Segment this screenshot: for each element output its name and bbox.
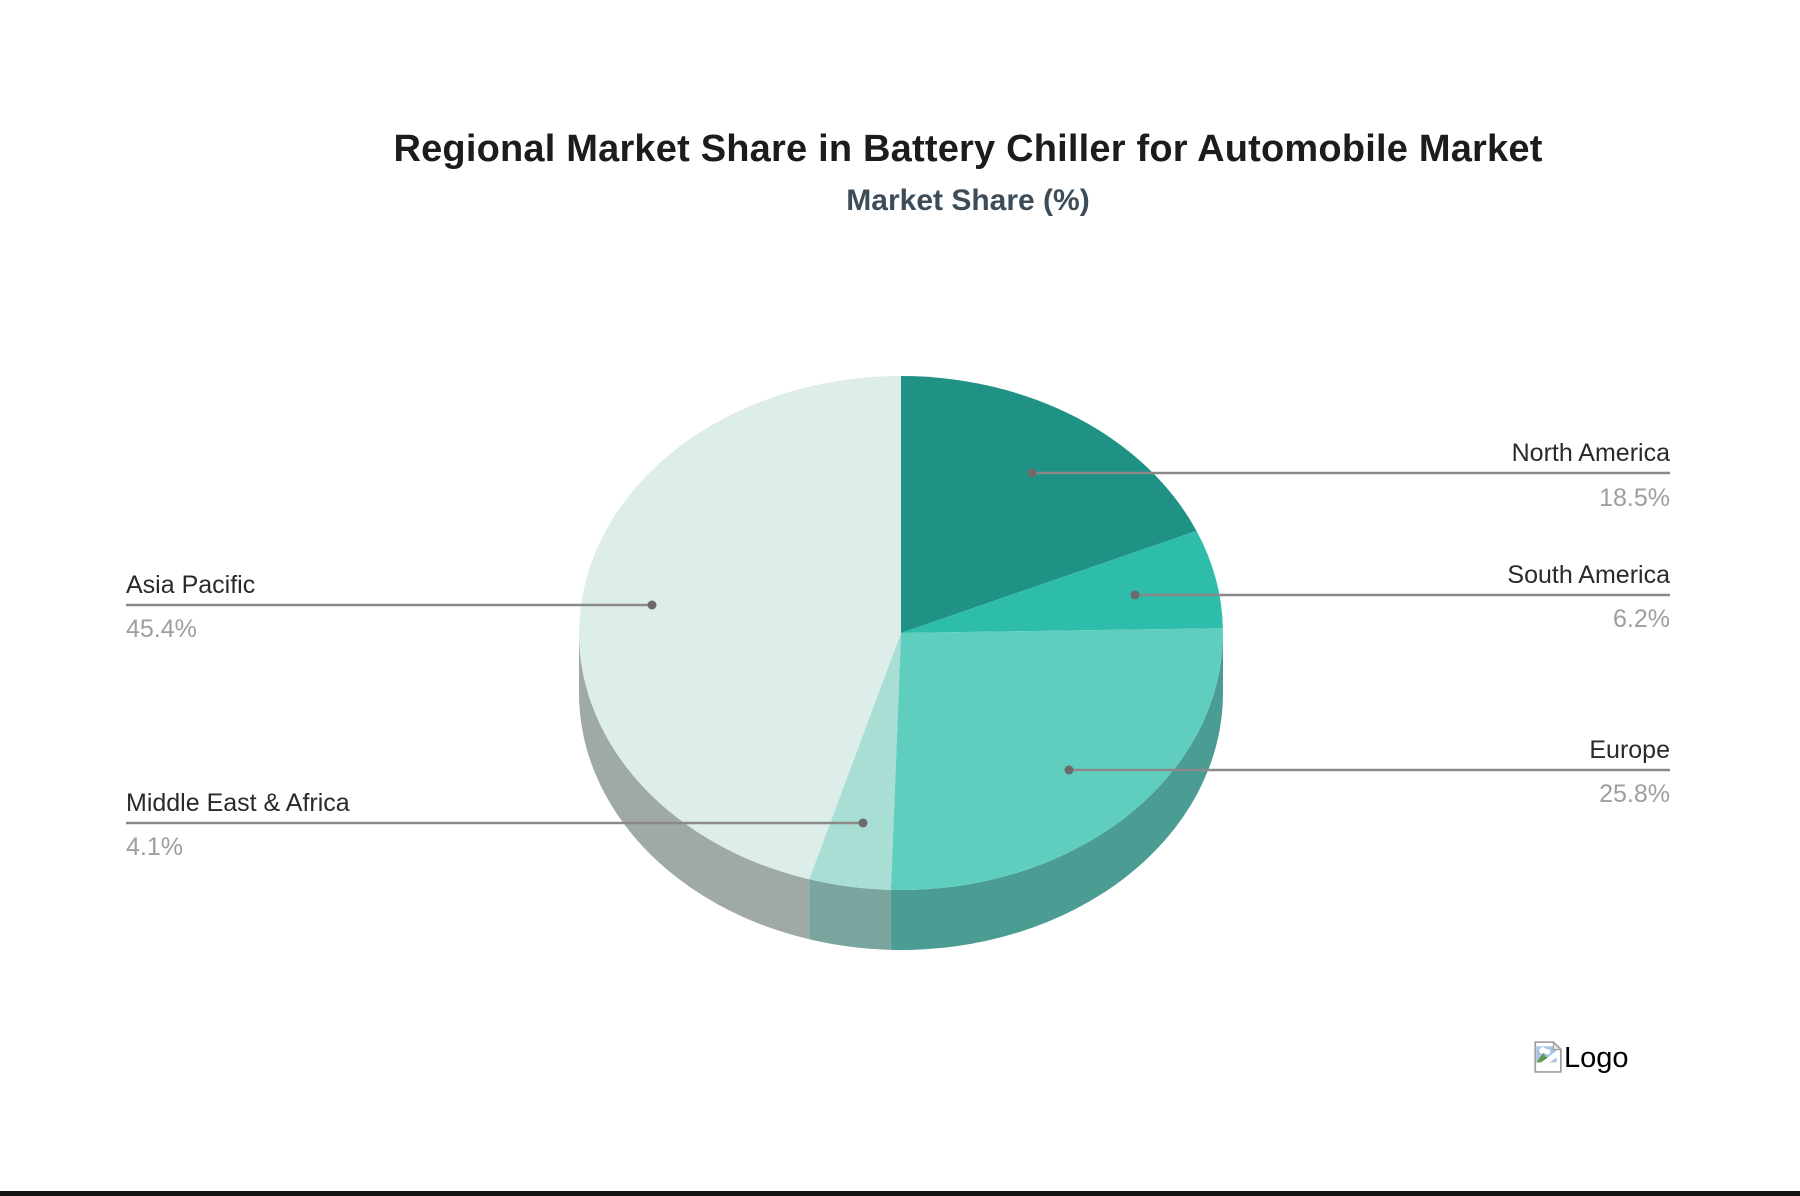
broken-image-icon <box>1532 1041 1563 1073</box>
pie-slice-europe[interactable] <box>890 628 1223 891</box>
callout-dot-middle-east-africa <box>858 818 868 828</box>
chart-subtitle: Market Share (%) <box>846 184 1090 217</box>
pie-slice-side-middle-east-africa <box>809 879 891 950</box>
pie-slice-middle-east-africa[interactable] <box>809 633 901 890</box>
pie-slice-side-europe <box>890 633 1223 951</box>
pie-slice-north-america[interactable] <box>901 376 1197 633</box>
chart-title: Regional Market Share in Battery Chiller… <box>393 128 1543 170</box>
logo: Logo <box>1530 1041 1629 1075</box>
callout-dot-europe <box>1064 765 1074 775</box>
slice-value-asia-pacific: 45.4% <box>126 615 197 643</box>
bottom-edge <box>0 1191 1800 1196</box>
slice-label-europe: Europe <box>1589 736 1670 764</box>
slice-label-north-america: North America <box>1511 439 1670 467</box>
slice-value-north-america: 18.5% <box>1599 484 1670 512</box>
slice-value-europe: 25.8% <box>1599 780 1670 808</box>
slice-label-south-america: South America <box>1507 561 1670 589</box>
pie-slice-south-america[interactable] <box>901 530 1223 633</box>
pie-slice-side-asia-pacific <box>579 633 810 940</box>
logo-alt-text: Logo <box>1564 1042 1629 1074</box>
pie-slice-asia-pacific[interactable] <box>579 376 901 880</box>
slice-value-middle-east-africa: 4.1% <box>126 833 183 861</box>
callout-dot-north-america <box>1027 468 1037 478</box>
callout-dot-south-america <box>1130 590 1140 600</box>
slice-label-asia-pacific: Asia Pacific <box>126 571 256 599</box>
slice-label-middle-east-africa: Middle East & Africa <box>126 789 350 817</box>
slice-value-south-america: 6.2% <box>1613 605 1670 633</box>
callout-dot-asia-pacific <box>647 600 657 610</box>
